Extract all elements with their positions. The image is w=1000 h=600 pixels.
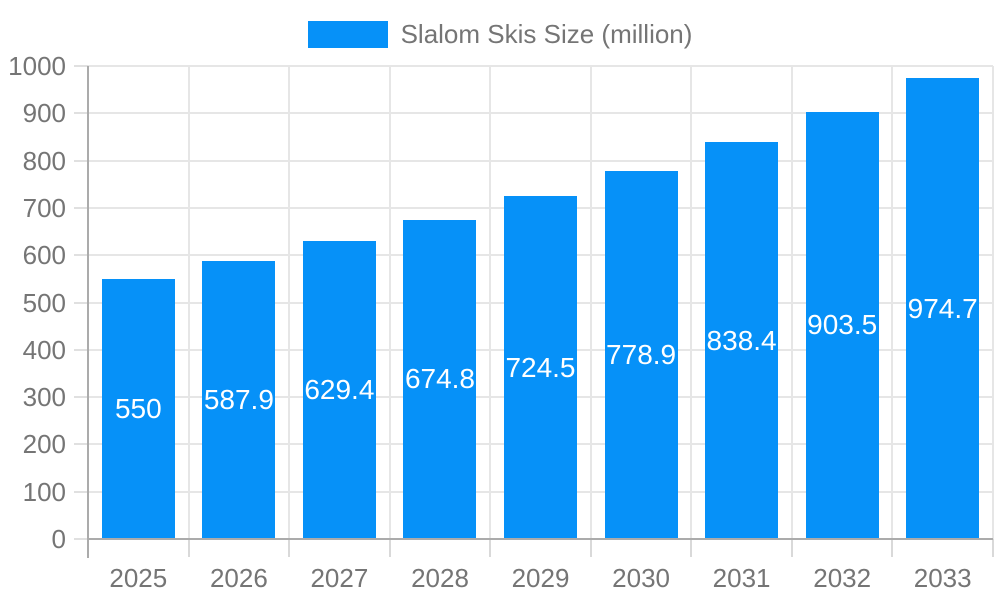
bar-2030[interactable] (604, 170, 678, 539)
y-axis-label: 400 (22, 335, 66, 365)
y-axis-label: 100 (22, 477, 66, 507)
x-axis-label: 2027 (310, 563, 369, 593)
y-axis-label: 800 (22, 146, 66, 176)
legend-label: Slalom Skis Size (million) (400, 19, 693, 49)
gridline-vertical (389, 66, 391, 539)
y-axis-tick (74, 443, 88, 445)
y-axis-label: 500 (22, 288, 66, 318)
gridline-vertical (690, 66, 692, 539)
x-axis-label: 2025 (109, 563, 168, 593)
bar-2027[interactable] (302, 241, 376, 539)
gridline-vertical (590, 66, 592, 539)
bar-2031[interactable] (705, 142, 779, 539)
x-axis-label: 2033 (913, 563, 972, 593)
gridline-vertical (791, 66, 793, 539)
x-axis-label: 2031 (712, 563, 771, 593)
y-axis-tick (74, 112, 88, 114)
y-axis-label: 900 (22, 98, 66, 128)
y-axis-label: 300 (22, 382, 66, 412)
gridline-vertical (489, 66, 491, 539)
bar-2029[interactable] (504, 196, 577, 539)
bar-2033[interactable] (906, 78, 980, 539)
bar-2028[interactable] (403, 219, 477, 539)
x-axis-tick (992, 539, 994, 557)
x-axis-tick (389, 539, 391, 557)
gridline-vertical (188, 66, 190, 539)
x-axis-label: 2032 (813, 563, 872, 593)
y-axis-label: 0 (51, 524, 66, 554)
y-axis-tick (74, 65, 88, 67)
gridline-vertical (288, 66, 290, 539)
x-axis-tick (791, 539, 793, 557)
y-axis-tick (74, 396, 88, 398)
gridline-vertical (992, 66, 994, 539)
y-axis-label: 200 (22, 429, 66, 459)
bar-2026[interactable] (202, 260, 276, 539)
y-axis-label: 700 (22, 193, 66, 223)
y-axis-tick (74, 254, 88, 256)
bar-2032[interactable] (805, 111, 879, 539)
x-axis-tick (288, 539, 290, 557)
x-axis-line (88, 538, 993, 540)
x-axis-tick (489, 539, 491, 557)
gridline-vertical (891, 66, 893, 539)
gridline-horizontal (88, 65, 993, 67)
gridline-horizontal (88, 112, 993, 114)
x-axis-tick (690, 539, 692, 557)
y-axis-tick (74, 349, 88, 351)
y-axis-tick (74, 538, 88, 540)
y-axis-label: 600 (22, 240, 66, 270)
x-axis-label: 2030 (612, 563, 671, 593)
x-axis-tick (590, 539, 592, 557)
y-axis-tick (74, 160, 88, 162)
y-axis-tick (74, 207, 88, 209)
x-axis-label: 2028 (411, 563, 469, 593)
y-axis-tick (74, 491, 88, 493)
legend-swatch (307, 20, 388, 48)
x-axis-tick (188, 539, 190, 557)
x-axis-label: 2029 (511, 563, 570, 593)
x-axis-tick (891, 539, 893, 557)
bar-2025[interactable] (101, 278, 175, 539)
y-axis-line (87, 66, 89, 558)
y-axis-tick (74, 302, 88, 304)
legend-item[interactable]: Slalom Skis Size (million) (0, 20, 1000, 48)
x-axis-label: 2026 (209, 563, 268, 593)
y-axis-label: 1000 (8, 51, 66, 81)
gridline-horizontal (88, 160, 993, 162)
